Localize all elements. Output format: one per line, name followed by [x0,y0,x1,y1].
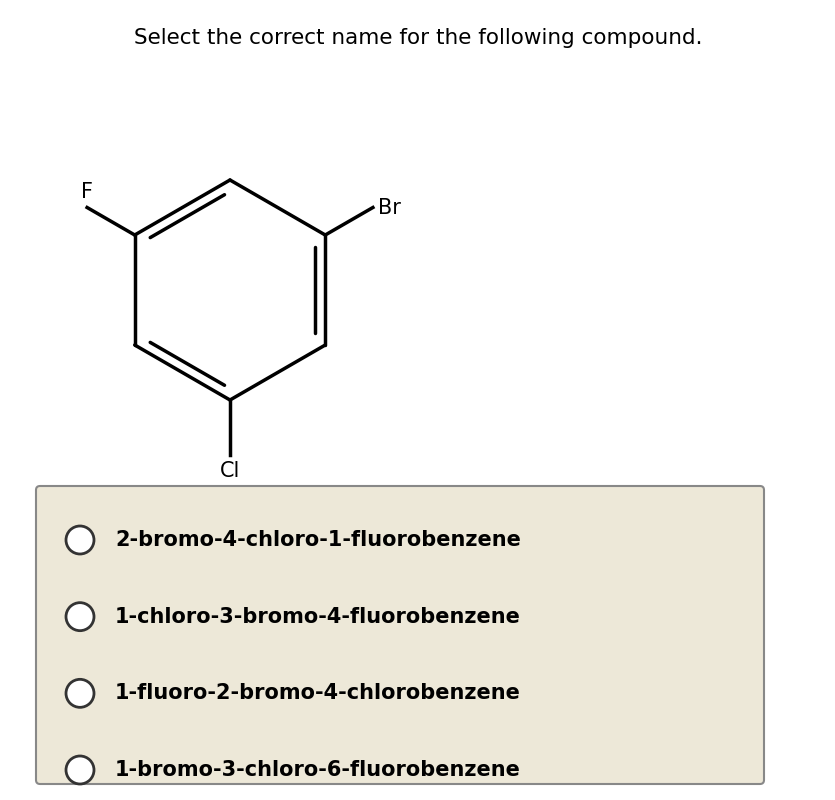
Text: 1-fluoro-2-bromo-4-chlorobenzene: 1-fluoro-2-bromo-4-chlorobenzene [115,683,521,703]
FancyBboxPatch shape [36,486,764,784]
Circle shape [66,526,94,554]
Circle shape [66,602,94,630]
Circle shape [66,756,94,784]
Text: Cl: Cl [220,461,240,481]
Text: 1-bromo-3-chloro-6-fluorobenzene: 1-bromo-3-chloro-6-fluorobenzene [115,760,521,780]
Text: F: F [81,182,94,202]
Text: 2-bromo-4-chloro-1-fluorobenzene: 2-bromo-4-chloro-1-fluorobenzene [115,530,521,550]
Circle shape [66,679,94,707]
Text: Br: Br [378,198,401,218]
Text: Select the correct name for the following compound.: Select the correct name for the followin… [134,28,702,48]
Text: 1-chloro-3-bromo-4-fluorobenzene: 1-chloro-3-bromo-4-fluorobenzene [115,606,521,626]
